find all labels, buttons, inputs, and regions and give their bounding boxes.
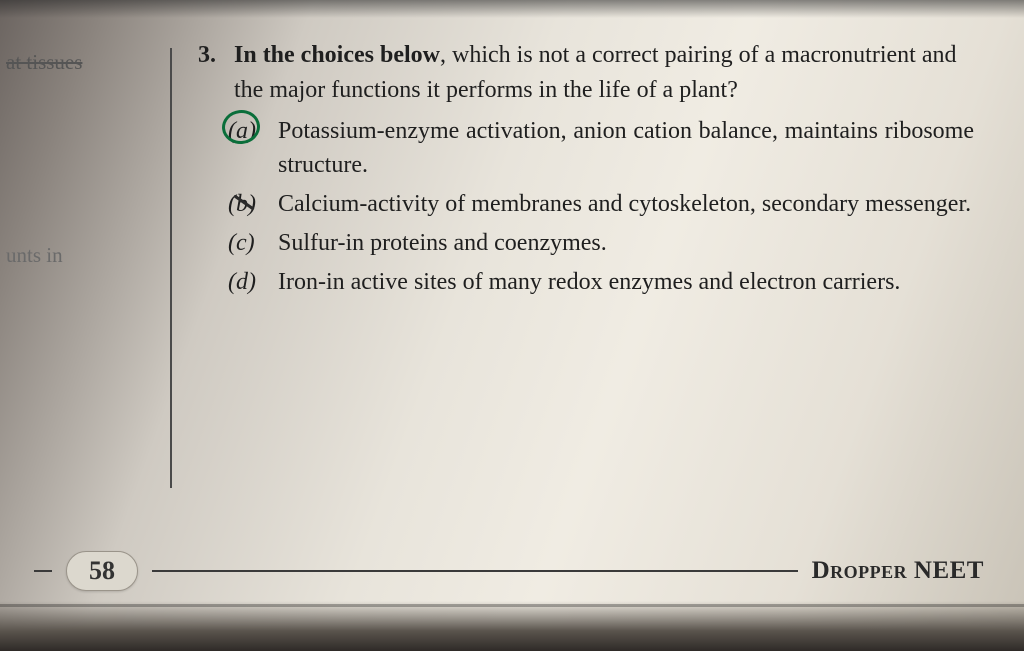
question-lead: In the choices below (234, 42, 440, 68)
left-margin-column: at tissues unts in (0, 38, 160, 268)
top-shadow (0, 0, 1024, 18)
brand-part-2: NEET (907, 557, 984, 584)
choice-d-text: Iron-in active sites of many redox enzym… (278, 265, 974, 300)
choice-a: (a) Potassium-enzyme activation, anion c… (228, 114, 974, 184)
choices-list: (a) Potassium-enzyme activation, anion c… (198, 114, 974, 300)
footer-rule (152, 570, 798, 572)
bottom-edge-shadow (0, 601, 1024, 651)
book-brand: Dropper NEET (812, 557, 984, 585)
question-block: 3. In the choices below, which is not a … (198, 38, 984, 304)
choice-a-marker: (a) (228, 114, 268, 149)
choice-b-marker-text: (b) (228, 191, 256, 217)
vertical-divider (170, 48, 172, 488)
choice-c-marker-text: (c) (228, 230, 255, 256)
choice-d-marker-text: (d) (228, 269, 256, 295)
margin-text-1-strike: at tissues (6, 50, 82, 74)
content-row: at tissues unts in 3. In the choices bel… (0, 20, 984, 528)
choice-b-text: Calcium-activity of membranes and cytosk… (278, 187, 974, 222)
choice-b: (b) Calcium-activity of membranes and cy… (228, 187, 974, 222)
choice-c-text: Sulfur-in proteins and coenzymes. (278, 226, 974, 261)
margin-text-1: at tissues (6, 50, 160, 75)
page-footer: 58 Dropper NEET (0, 551, 1024, 591)
choice-a-text: Potassium-enzyme activation, anion catio… (278, 114, 974, 184)
question-stem: 3. In the choices below, which is not a … (198, 38, 974, 108)
choice-d-marker: (d) (228, 265, 268, 300)
textbook-page: at tissues unts in 3. In the choices bel… (0, 0, 1024, 651)
margin-text-2: unts in (6, 243, 160, 268)
page-number-badge: 58 (66, 551, 138, 591)
choice-d: (d) Iron-in active sites of many redox e… (228, 265, 974, 300)
brand-part-1: Dropper (812, 557, 908, 584)
choice-c: (c) Sulfur-in proteins and coenzymes. (228, 226, 974, 261)
choice-b-marker: (b) (228, 187, 268, 222)
question-text: In the choices below, which is not a cor… (234, 38, 974, 108)
choice-c-marker: (c) (228, 226, 268, 261)
question-number: 3. (198, 38, 224, 108)
footer-rule-left-stub (34, 570, 52, 572)
